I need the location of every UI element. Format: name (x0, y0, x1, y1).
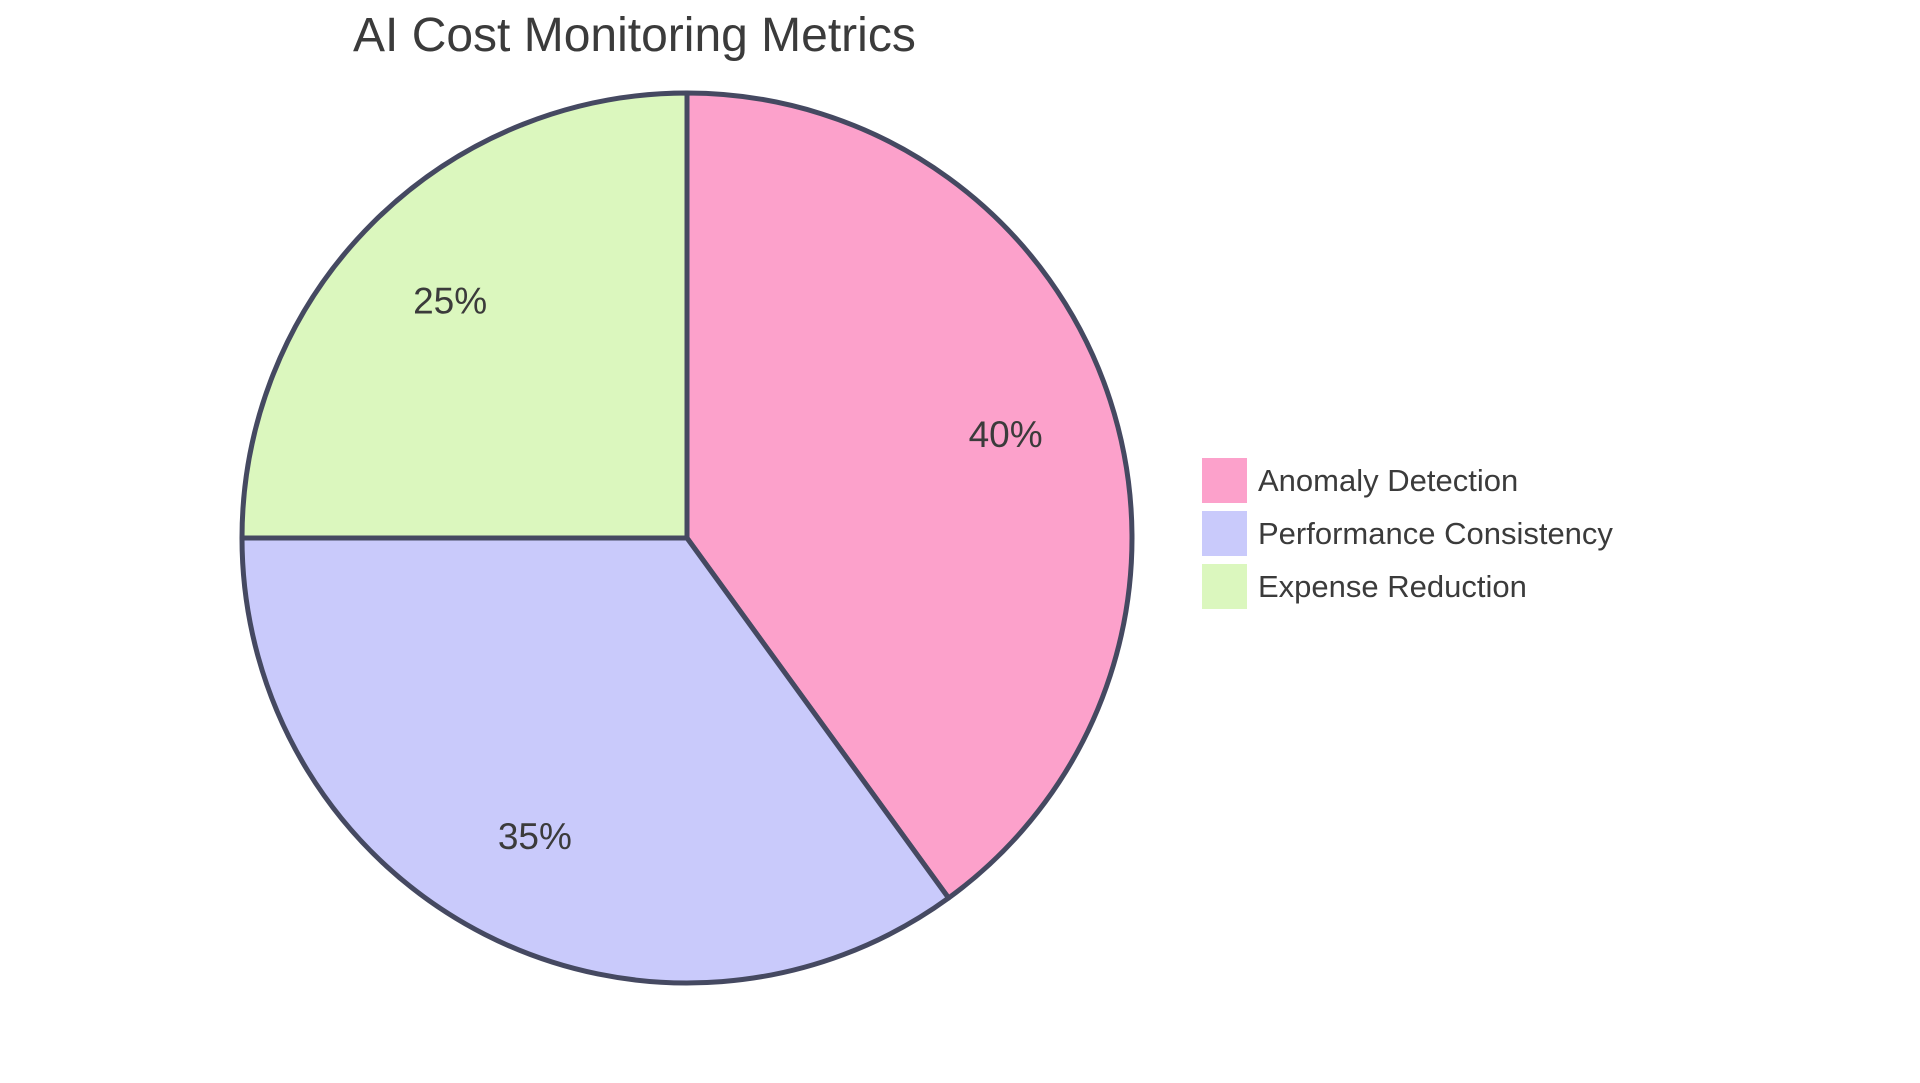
legend-swatch-icon (1202, 458, 1247, 503)
legend-swatch-icon (1202, 564, 1247, 609)
legend-item-performance-consistency[interactable]: Performance Consistency (1202, 511, 1613, 556)
pie-chart: 40% 35% 25% (239, 90, 1135, 986)
slice-percent-label-expense-reduction: 25% (413, 281, 487, 322)
slice-percent-label-performance-consistency: 35% (498, 816, 572, 857)
legend-label: Expense Reduction (1258, 568, 1527, 604)
legend-swatch-icon (1202, 511, 1247, 556)
legend-item-anomaly-detection[interactable]: Anomaly Detection (1202, 458, 1613, 503)
pie-slice-expense-reduction[interactable] (239, 90, 690, 541)
legend-label: Anomaly Detection (1258, 462, 1519, 498)
slice-percent-label-anomaly-detection: 40% (969, 414, 1043, 455)
legend: Anomaly Detection Performance Consistency… (1202, 458, 1613, 609)
pie-slice-performance-consistency[interactable] (239, 535, 952, 986)
legend-item-expense-reduction[interactable]: Expense Reduction (1202, 564, 1613, 609)
legend-label: Performance Consistency (1258, 515, 1613, 551)
pie-slice-anomaly-detection[interactable] (684, 90, 1135, 901)
chart-title: AI Cost Monitoring Metrics (353, 9, 916, 62)
